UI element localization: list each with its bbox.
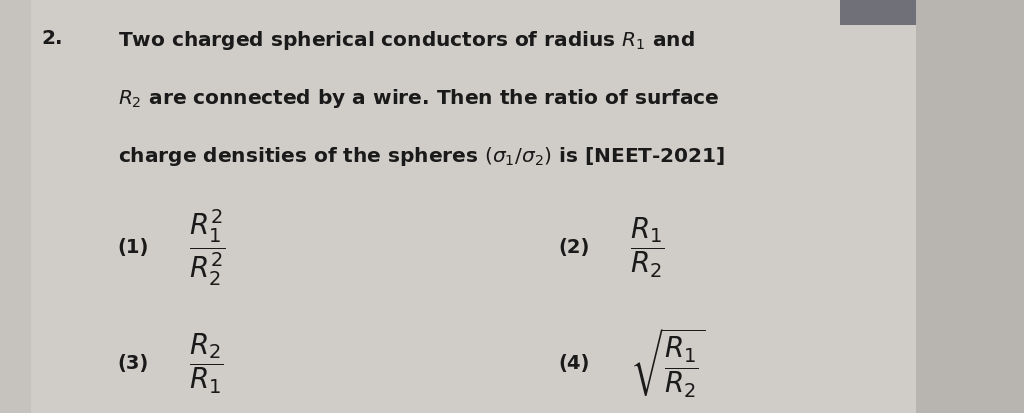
Text: $\dfrac{R_1^2}{R_2^2}$: $\dfrac{R_1^2}{R_2^2}$: [189, 208, 226, 288]
Text: 2.: 2.: [41, 29, 62, 48]
Text: Two charged spherical conductors of radius $R_1$ and: Two charged spherical conductors of radi…: [118, 29, 694, 52]
Text: charge densities of the spheres $(\sigma_1/\sigma_2)$ is [NEET-2021]: charge densities of the spheres $(\sigma…: [118, 145, 725, 168]
Bar: [0, 0, 31, 413]
Text: (4): (4): [558, 354, 590, 373]
Text: (1): (1): [118, 238, 150, 257]
Text: $\dfrac{R_1}{R_2}$: $\dfrac{R_1}{R_2}$: [630, 216, 665, 280]
Bar: [916, 0, 1024, 413]
FancyBboxPatch shape: [0, 0, 916, 413]
Text: (3): (3): [118, 354, 150, 373]
Text: (2): (2): [558, 238, 590, 257]
Bar: [840, 0, 916, 25]
Text: $\sqrt{\dfrac{R_1}{R_2}}$: $\sqrt{\dfrac{R_1}{R_2}}$: [630, 327, 706, 400]
Text: $R_2$ are connected by a wire. Then the ratio of surface: $R_2$ are connected by a wire. Then the …: [118, 87, 719, 110]
Text: $\dfrac{R_2}{R_1}$: $\dfrac{R_2}{R_1}$: [189, 331, 224, 396]
